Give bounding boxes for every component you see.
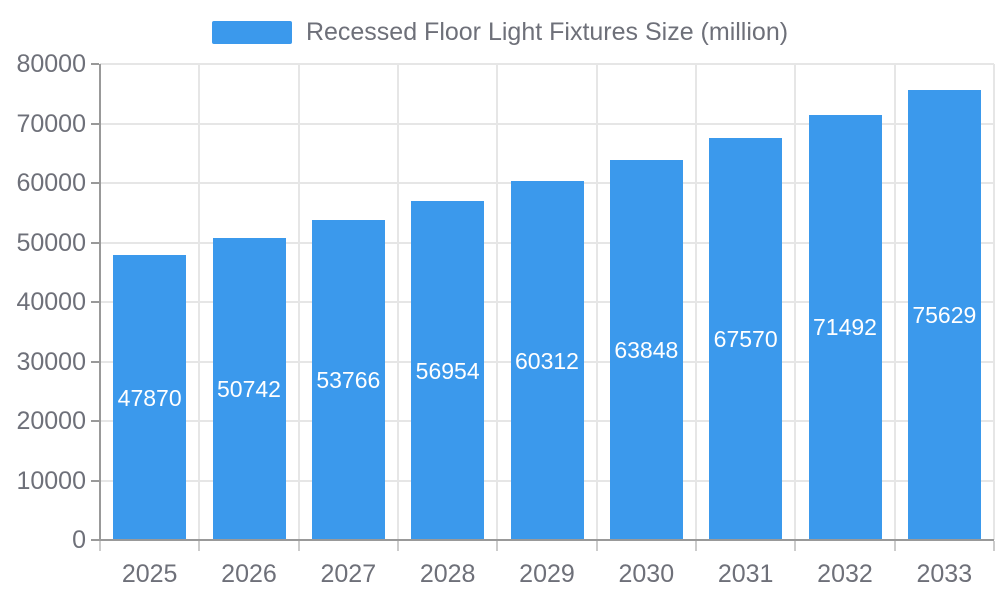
v-gridline xyxy=(595,64,598,540)
y-axis-tick xyxy=(91,539,99,541)
y-tick-label: 20000 xyxy=(16,407,86,435)
y-tick-label: 40000 xyxy=(16,288,86,316)
h-gridline xyxy=(100,63,994,65)
v-gridline xyxy=(297,64,300,540)
bar: 56954 xyxy=(411,201,485,540)
bar: 75629 xyxy=(907,90,981,540)
x-tick-label: 2027 xyxy=(320,560,377,588)
x-tick-label: 2033 xyxy=(916,560,973,588)
bar-value-label: 60312 xyxy=(515,347,579,374)
x-axis-tick xyxy=(99,541,101,551)
y-axis-tick xyxy=(91,360,99,363)
y-tick-label: 30000 xyxy=(16,347,86,376)
y-axis-tick xyxy=(91,479,99,482)
x-tick-label: 2031 xyxy=(717,560,774,588)
x-tick-label: 2028 xyxy=(419,560,476,588)
y-axis-tick xyxy=(91,122,99,125)
legend-label: Recessed Floor Light Fixtures Size (mill… xyxy=(305,18,789,46)
y-tick-label: 10000 xyxy=(16,466,86,495)
bar-value-label: 50742 xyxy=(217,376,281,403)
h-gridline xyxy=(100,122,994,125)
y-axis-tick xyxy=(91,241,99,244)
x-axis-tick xyxy=(595,541,598,551)
y-axis-line xyxy=(99,64,101,540)
v-gridline xyxy=(794,64,797,540)
y-tick-label: 50000 xyxy=(16,228,86,257)
x-tick-label: 2032 xyxy=(817,560,873,588)
bar: 50742 xyxy=(212,238,286,540)
bar-value-label: 47870 xyxy=(117,384,182,411)
x-tick-label: 2025 xyxy=(121,560,178,588)
bar-value-label: 71492 xyxy=(813,314,877,341)
x-axis-tick xyxy=(198,541,201,551)
y-tick-label: 60000 xyxy=(16,169,86,197)
bar: 60312 xyxy=(510,181,584,540)
bar: 47870 xyxy=(113,255,187,540)
x-axis-tick xyxy=(297,541,300,551)
legend[interactable]: Recessed Floor Light Fixtures Size (mill… xyxy=(0,14,1000,50)
x-axis-tick xyxy=(695,541,697,551)
x-axis-tick xyxy=(496,541,499,551)
y-axis-tick xyxy=(91,420,99,422)
x-tick-label: 2026 xyxy=(221,560,277,588)
bar-value-label: 75629 xyxy=(912,301,977,328)
v-gridline xyxy=(695,64,697,540)
bar: 63848 xyxy=(609,160,683,540)
bar-value-label: 56954 xyxy=(415,357,480,384)
y-axis-tick xyxy=(91,301,99,303)
bar-value-label: 63848 xyxy=(614,337,679,364)
x-axis-tick xyxy=(794,541,797,551)
bar-value-label: 53766 xyxy=(316,367,381,394)
v-gridline xyxy=(198,64,201,540)
y-axis-tick xyxy=(91,182,99,184)
x-tick-label: 2030 xyxy=(618,560,675,588)
y-axis-tick xyxy=(91,63,99,65)
bar: 53766 xyxy=(311,220,385,540)
bar-value-label: 67570 xyxy=(713,325,778,352)
v-gridline xyxy=(496,64,499,540)
v-gridline xyxy=(397,64,399,540)
x-axis-tick xyxy=(397,541,399,551)
v-gridline xyxy=(893,64,896,540)
y-tick-label: 80000 xyxy=(16,50,86,78)
x-axis-line xyxy=(91,539,994,541)
x-axis-tick xyxy=(993,541,995,551)
y-tick-label: 0 xyxy=(72,526,86,554)
x-tick-label: 2029 xyxy=(519,560,575,588)
v-gridline xyxy=(993,64,995,540)
bar: 67570 xyxy=(709,137,783,540)
y-tick-label: 70000 xyxy=(16,109,86,138)
x-axis-tick xyxy=(893,541,896,551)
bar: 71492 xyxy=(808,114,882,540)
legend-swatch[interactable] xyxy=(211,20,292,44)
